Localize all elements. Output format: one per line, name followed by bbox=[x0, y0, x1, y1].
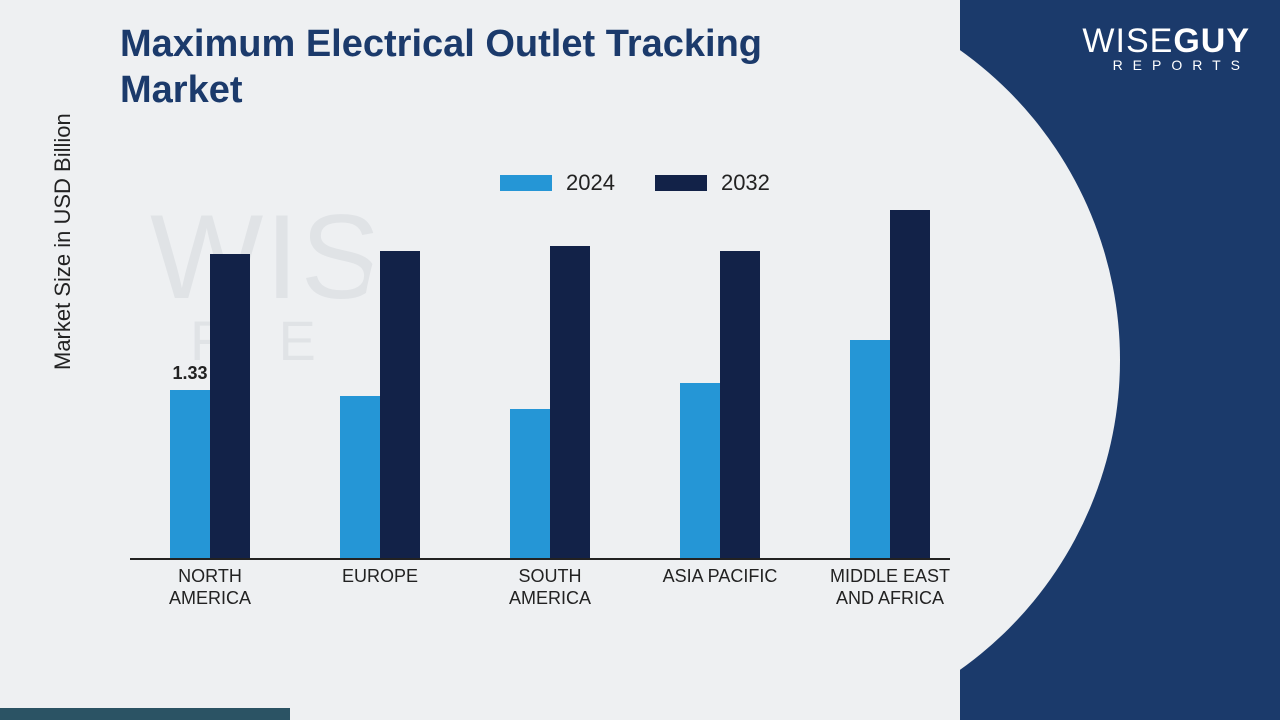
bar-s2032 bbox=[210, 254, 250, 558]
legend-swatch-2032 bbox=[655, 175, 707, 191]
legend-item-2032: 2032 bbox=[655, 170, 770, 196]
bar-group bbox=[830, 210, 950, 558]
legend-item-2024: 2024 bbox=[500, 170, 615, 196]
y-axis-label: Market Size in USD Billion bbox=[50, 113, 76, 370]
bottom-accent-bar bbox=[0, 708, 290, 720]
x-axis-label: EUROPE bbox=[315, 566, 445, 588]
legend-label-2032: 2032 bbox=[721, 170, 770, 196]
bar-s2032 bbox=[550, 246, 590, 558]
chart-title: Maximum Electrical Outlet Tracking Marke… bbox=[120, 22, 840, 113]
x-axis-label: MIDDLE EAST AND AFRICA bbox=[825, 566, 955, 609]
brand-word2: GUY bbox=[1173, 22, 1250, 60]
brand-word1: WISE bbox=[1082, 22, 1173, 60]
bar-group bbox=[660, 251, 780, 558]
bar-chart: Market Size in USD Billion 1.33 NORTH AM… bbox=[80, 170, 960, 700]
bar-group bbox=[150, 254, 270, 558]
x-axis-label: SOUTH AMERICA bbox=[485, 566, 615, 609]
bar-s2032 bbox=[380, 251, 420, 558]
bar-value-label: 1.33 bbox=[172, 363, 207, 384]
legend-label-2024: 2024 bbox=[566, 170, 615, 196]
bar-group bbox=[320, 251, 440, 558]
chart-legend: 2024 2032 bbox=[500, 170, 770, 196]
bar-s2024 bbox=[340, 396, 380, 558]
bar-s2024 bbox=[510, 409, 550, 558]
bar-s2024 bbox=[170, 390, 210, 558]
brand-logo: WISEGUY REPORTS bbox=[1082, 22, 1250, 73]
legend-swatch-2024 bbox=[500, 175, 552, 191]
bar-s2024 bbox=[680, 383, 720, 558]
bar-s2024 bbox=[850, 340, 890, 558]
x-axis-label: NORTH AMERICA bbox=[145, 566, 275, 609]
chart-plot-area: 1.33 bbox=[130, 180, 950, 560]
bar-s2032 bbox=[890, 210, 930, 558]
bar-s2032 bbox=[720, 251, 760, 558]
x-axis-label: ASIA PACIFIC bbox=[655, 566, 785, 588]
bar-group bbox=[490, 246, 610, 558]
brand-line1: WISEGUY bbox=[1082, 22, 1250, 61]
